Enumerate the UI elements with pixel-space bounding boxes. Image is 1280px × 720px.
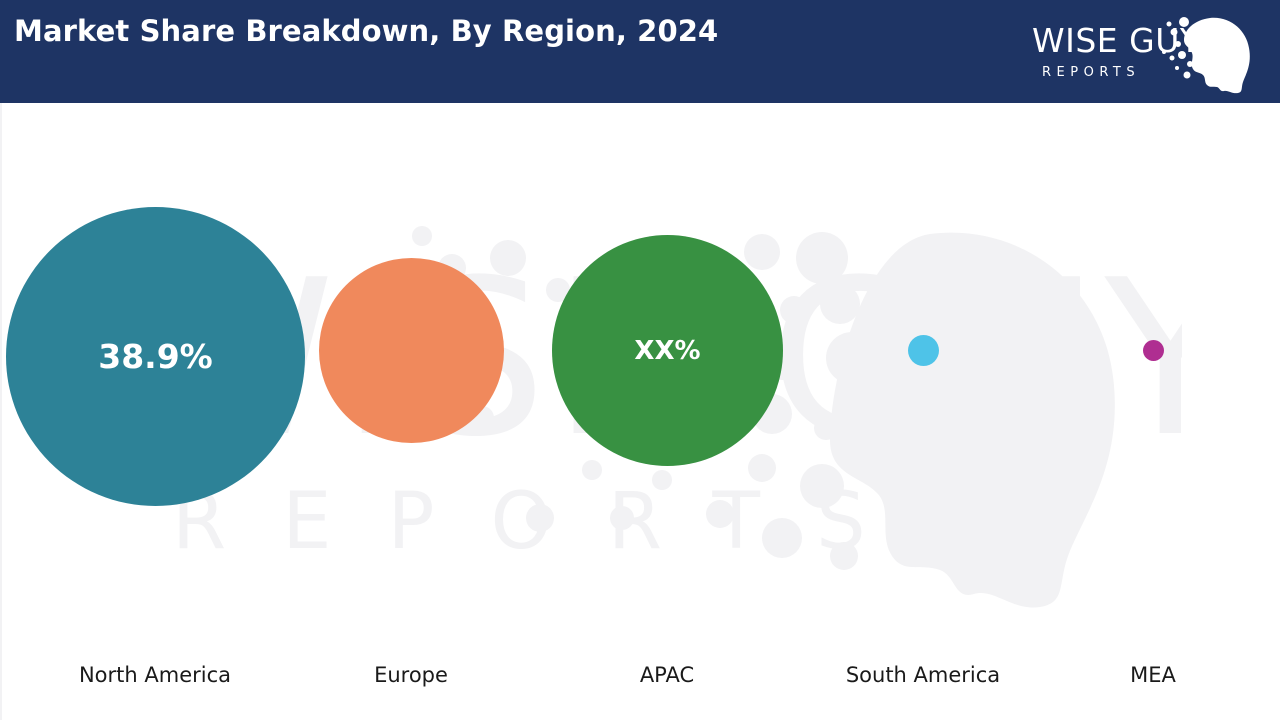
axis-label-south-america: South America [845,663,1001,687]
bubble-apac[interactable]: XX% [552,235,783,466]
wise-guy-reports-logo: WISE GUY REPORTS [1024,8,1264,96]
axis-label-north-america: North America [78,663,232,687]
bubble-north-america[interactable]: 38.9% [6,207,305,506]
bubble-europe[interactable] [319,258,504,443]
svg-text:REPORTS: REPORTS [172,477,922,567]
axis-label-apac: APAC [639,663,695,687]
axis-label-mea: MEA [1130,663,1176,687]
bubble-mea[interactable] [1143,340,1164,361]
bubble-south-america[interactable] [908,335,939,366]
bubble-label-apac: XX% [634,335,701,366]
axis-label-europe: Europe [374,663,448,687]
svg-text:REPORTS: REPORTS [1042,65,1140,80]
page-title: Market Share Breakdown, By Region, 2024 [14,14,719,48]
x-axis-labels: North America Europe APAC South America … [2,663,1280,720]
svg-text:WISE GUY: WISE GUY [1032,21,1201,60]
chart-header: Market Share Breakdown, By Region, 2024 … [0,0,1280,103]
chart-plot-area: WISE GUY REPORTS [0,103,1280,720]
bubble-label-north-america: 38.9% [98,337,213,376]
